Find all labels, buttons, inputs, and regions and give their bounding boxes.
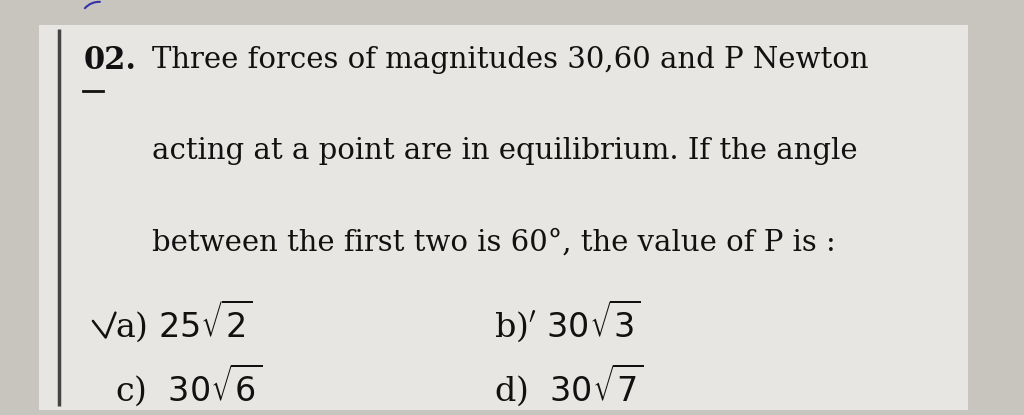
Text: acting at a point are in equilibrium. If the angle: acting at a point are in equilibrium. If… — [152, 137, 857, 165]
FancyBboxPatch shape — [39, 25, 969, 410]
Text: 02.: 02. — [83, 44, 136, 76]
Text: a) $25\sqrt{2}$: a) $25\sqrt{2}$ — [116, 298, 253, 344]
Text: Three forces of magnitudes 30,60 and P Newton: Three forces of magnitudes 30,60 and P N… — [152, 46, 868, 74]
Text: c)  $30\sqrt{6}$: c) $30\sqrt{6}$ — [116, 362, 262, 408]
Text: between the first two is 60°, the value of P is :: between the first two is 60°, the value … — [152, 228, 836, 256]
Text: d)  $30\sqrt{7}$: d) $30\sqrt{7}$ — [494, 362, 644, 408]
Text: b)$^{\prime}$ $30\sqrt{3}$: b)$^{\prime}$ $30\sqrt{3}$ — [494, 298, 641, 344]
